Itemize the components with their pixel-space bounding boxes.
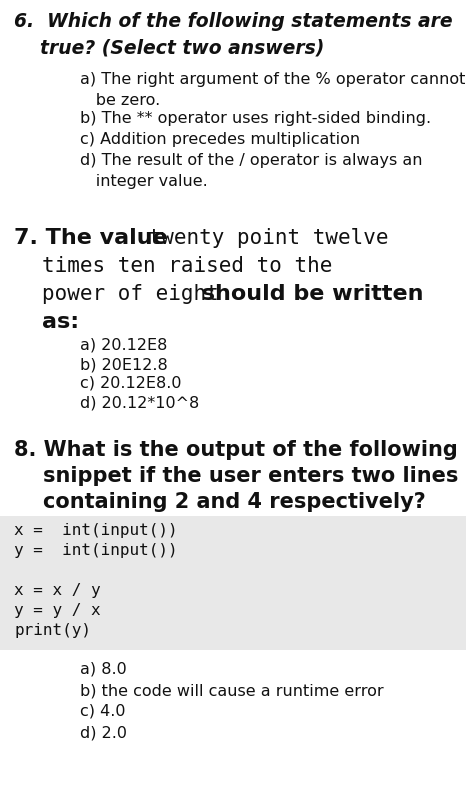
Text: be zero.: be zero. bbox=[65, 93, 160, 108]
Text: times ten raised to the: times ten raised to the bbox=[42, 256, 332, 276]
Text: y = y / x: y = y / x bbox=[14, 603, 101, 618]
Text: c) Addition precedes multiplication: c) Addition precedes multiplication bbox=[80, 132, 360, 147]
Text: integer value.: integer value. bbox=[65, 174, 208, 189]
Text: a) 20.12E8: a) 20.12E8 bbox=[80, 338, 167, 353]
FancyBboxPatch shape bbox=[0, 516, 466, 650]
Text: twenty point twelve: twenty point twelve bbox=[136, 228, 389, 248]
Text: b) the code will cause a runtime error: b) the code will cause a runtime error bbox=[80, 683, 384, 698]
Text: c) 20.12E8.0: c) 20.12E8.0 bbox=[80, 376, 181, 391]
Text: a) 8.0: a) 8.0 bbox=[80, 662, 127, 677]
Text: power of eight: power of eight bbox=[42, 284, 219, 304]
Text: x = x / y: x = x / y bbox=[14, 583, 101, 598]
Text: 8. What is the output of the following: 8. What is the output of the following bbox=[14, 440, 458, 460]
Text: y =  int(input()): y = int(input()) bbox=[14, 543, 178, 558]
Text: true? (Select two answers): true? (Select two answers) bbox=[14, 38, 324, 57]
Text: d) 2.0: d) 2.0 bbox=[80, 725, 127, 740]
Text: b) 20E12.8: b) 20E12.8 bbox=[80, 357, 168, 372]
Text: 7. The value: 7. The value bbox=[14, 228, 168, 248]
Text: snippet if the user enters two lines: snippet if the user enters two lines bbox=[14, 466, 459, 486]
Text: 6.  Which of the following statements are: 6. Which of the following statements are bbox=[14, 12, 452, 31]
Text: print(y): print(y) bbox=[14, 623, 91, 638]
Text: a) The right argument of the % operator cannot: a) The right argument of the % operator … bbox=[80, 72, 466, 87]
Text: b) The ** operator uses right-sided binding.: b) The ** operator uses right-sided bind… bbox=[80, 111, 431, 126]
Text: containing 2 and 4 respectively?: containing 2 and 4 respectively? bbox=[14, 492, 426, 512]
Text: x =  int(input()): x = int(input()) bbox=[14, 523, 178, 538]
Text: d) 20.12*10^8: d) 20.12*10^8 bbox=[80, 395, 199, 410]
Text: as:: as: bbox=[42, 312, 79, 332]
Text: c) 4.0: c) 4.0 bbox=[80, 704, 125, 719]
Text: should be written: should be written bbox=[194, 284, 424, 304]
Text: d) The result of the / operator is always an: d) The result of the / operator is alway… bbox=[80, 153, 423, 168]
